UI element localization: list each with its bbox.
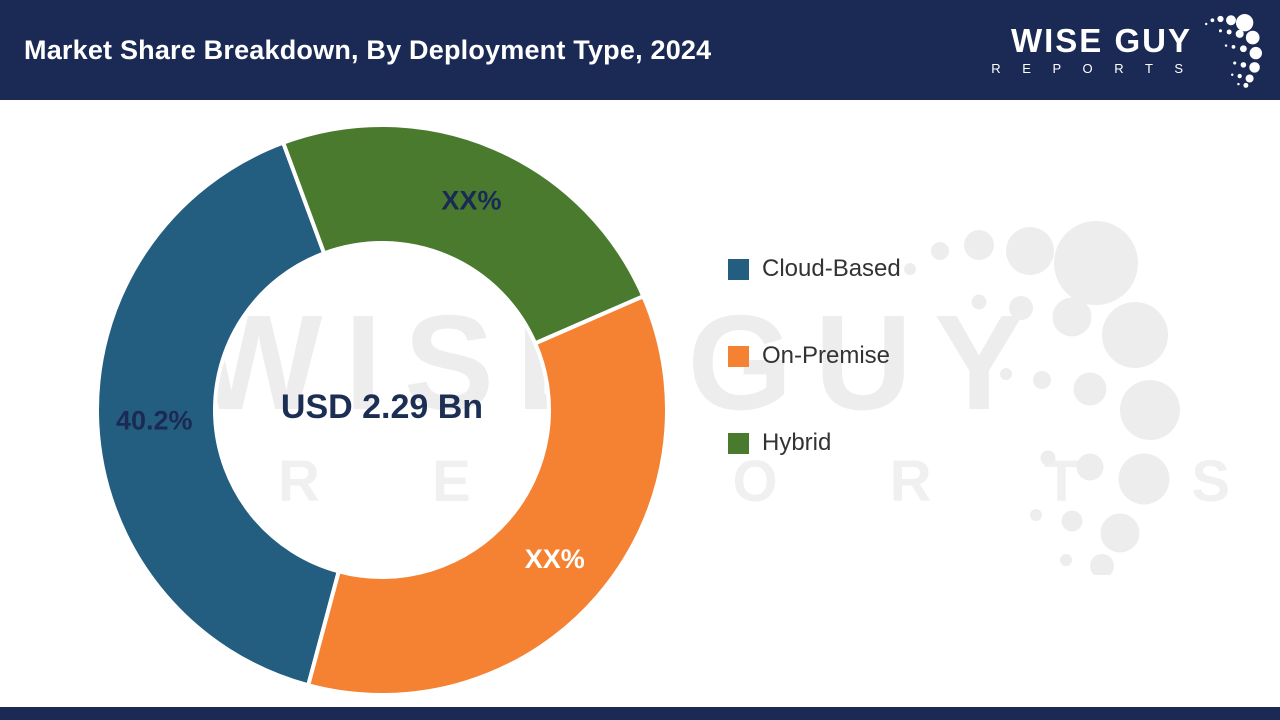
watermark-subtitle: R E P O R T S (278, 449, 1279, 514)
legend-item-cloud-based: Cloud-Based (728, 255, 901, 283)
legend-label: Cloud-Based (762, 255, 901, 282)
logo-subtitle: R E P O R T S (991, 60, 1192, 76)
wise-guy-logo: WISE GUY R E P O R T S (991, 12, 1262, 88)
donut-chart: 40.2% XX% XX% (95, 123, 669, 697)
legend-item-hybrid: Hybrid (728, 429, 901, 457)
segment-value-label: XX% (441, 185, 501, 215)
segment-value-label: XX% (525, 544, 585, 574)
header-bar: Market Share Breakdown, By Deployment Ty… (0, 0, 1280, 100)
donut-center-value: USD 2.29 Bn (280, 388, 484, 426)
footer-bar (0, 707, 1280, 720)
donut-segment-on-premise (306, 294, 669, 697)
logo-text: WISE GUY R E P O R T S (991, 24, 1192, 76)
legend-swatch-hybrid (728, 432, 749, 454)
logo-dotted-head-icon (1200, 12, 1262, 88)
page-title: Market Share Breakdown, By Deployment Ty… (24, 34, 712, 65)
logo-wordmark: WISE GUY (1010, 22, 1192, 60)
legend-swatch-cloud-based (728, 258, 749, 280)
donut-segment-hybrid (281, 123, 646, 346)
legend-label: Hybrid (762, 429, 832, 456)
donut-segment-cloud-based (95, 140, 341, 688)
legend-swatch-on-premise (728, 345, 749, 367)
watermark-dotted-head-icon (880, 215, 1180, 575)
legend-item-on-premise: On-Premise (728, 342, 901, 370)
segment-value-label: 40.2% (116, 406, 193, 436)
chart-legend: Cloud-Based On-Premise Hybrid (728, 255, 901, 457)
legend-label: On-Premise (762, 342, 891, 369)
